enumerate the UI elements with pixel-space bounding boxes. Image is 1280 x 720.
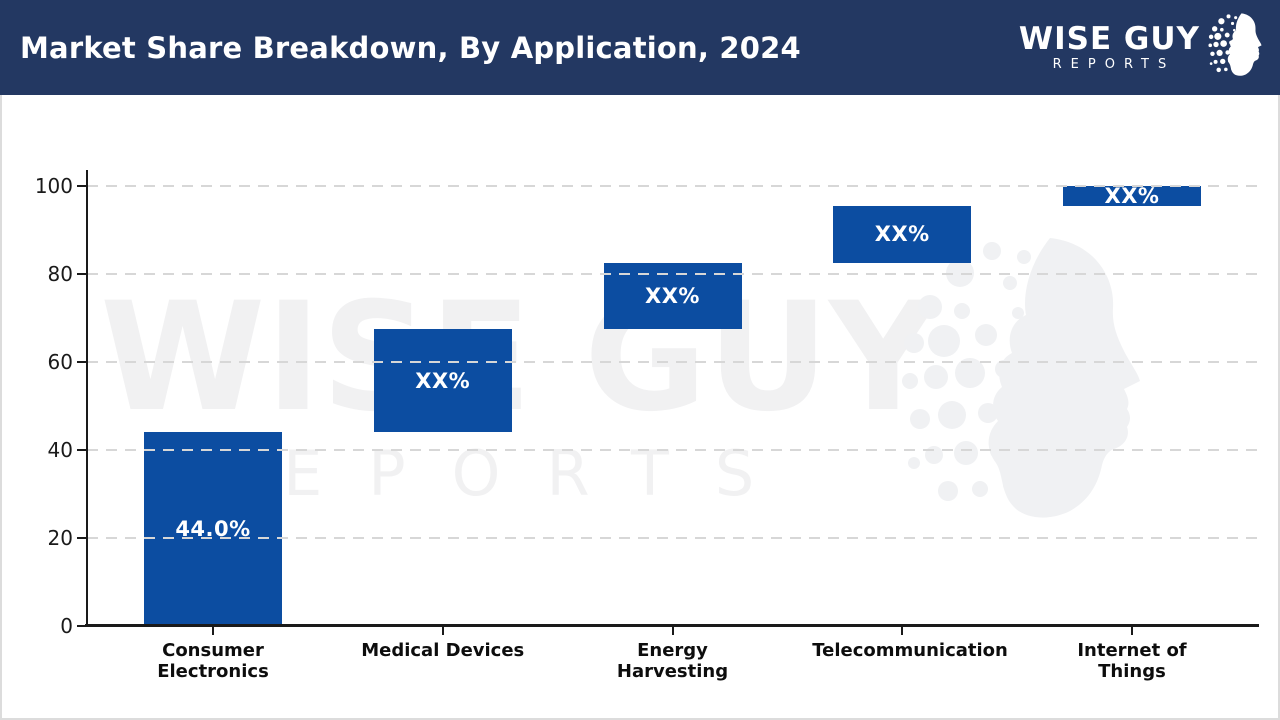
y-tick-label: 100	[34, 174, 73, 198]
watermark-reports: REPORTS	[194, 437, 801, 510]
brand-head-icon	[1208, 10, 1266, 86]
bar-value-label-clip: 44.0%	[144, 432, 282, 626]
category-label: Consumer Electronics	[157, 640, 269, 682]
y-tick-label: 20	[47, 526, 73, 550]
header: Market Share Breakdown, By Application, …	[0, 0, 1280, 95]
category-label: Telecommunication	[812, 640, 1008, 661]
bar-value-label: XX%	[415, 368, 471, 393]
gridline	[87, 537, 1257, 539]
bar-value-label-clip: XX%	[833, 206, 971, 263]
gridline	[87, 185, 1257, 187]
y-tick-mark	[77, 449, 86, 451]
x-axis-line	[85, 624, 1259, 627]
x-tick-mark	[901, 627, 904, 635]
waterfall-bar	[1063, 186, 1201, 206]
x-tick-mark	[441, 627, 444, 635]
brand-wordmark-line1: WISE GUY	[1018, 21, 1200, 57]
bar-value-label: XX%	[874, 222, 930, 247]
y-tick-mark	[77, 625, 86, 627]
y-tick-mark	[77, 361, 86, 363]
y-tick-mark	[77, 537, 86, 539]
y-tick-mark	[77, 185, 86, 187]
bar-value-label: 44.0%	[175, 517, 251, 542]
waterfall-chart: 44.0%XX%XX%XX%XX%44.0%XX%XX%XX%XX%020406…	[35, 170, 1259, 682]
bar-value-label-clip: XX%	[1063, 186, 1201, 206]
bar-value-label: XX%	[645, 284, 700, 308]
category-label: Medical Devices	[361, 640, 525, 661]
bar-value-label-clip: XX%	[604, 263, 742, 329]
y-tick-mark	[77, 273, 86, 275]
y-tick-label: 80	[47, 262, 73, 286]
category-label: Internet of Things	[1077, 640, 1187, 682]
waterfall-bar	[144, 432, 282, 626]
bar-value-label-clip: XX%	[374, 329, 512, 432]
gridline	[87, 449, 1257, 451]
gridline	[87, 361, 1257, 363]
brand-wordmark: WISE GUY REPORTS	[1019, 22, 1200, 73]
brand-logo: WISE GUY REPORTS	[1019, 10, 1266, 86]
y-tick-label: 40	[47, 438, 73, 462]
y-tick-label: 0	[60, 614, 73, 638]
chart-area: WISE GUY REPORTS 44.0%XX%XX%XX%XX%44.0%X…	[0, 95, 1280, 720]
x-tick-mark	[212, 627, 214, 635]
waterfall-bar	[373, 329, 512, 433]
y-tick-label: 60	[47, 350, 73, 374]
gridline	[87, 273, 1257, 275]
x-tick-mark	[671, 627, 674, 635]
bar-value-label: XX%	[1104, 186, 1160, 206]
page-title: Market Share Breakdown, By Application, …	[20, 30, 801, 65]
waterfall-bar	[833, 205, 972, 263]
brand-wordmark-line2: REPORTS	[1052, 57, 1176, 72]
watermark-wordmark: WISE GUY	[100, 271, 938, 445]
category-label: Energy Harvesting	[616, 640, 729, 682]
y-axis-line	[86, 170, 88, 627]
x-tick-mark	[1131, 627, 1133, 635]
